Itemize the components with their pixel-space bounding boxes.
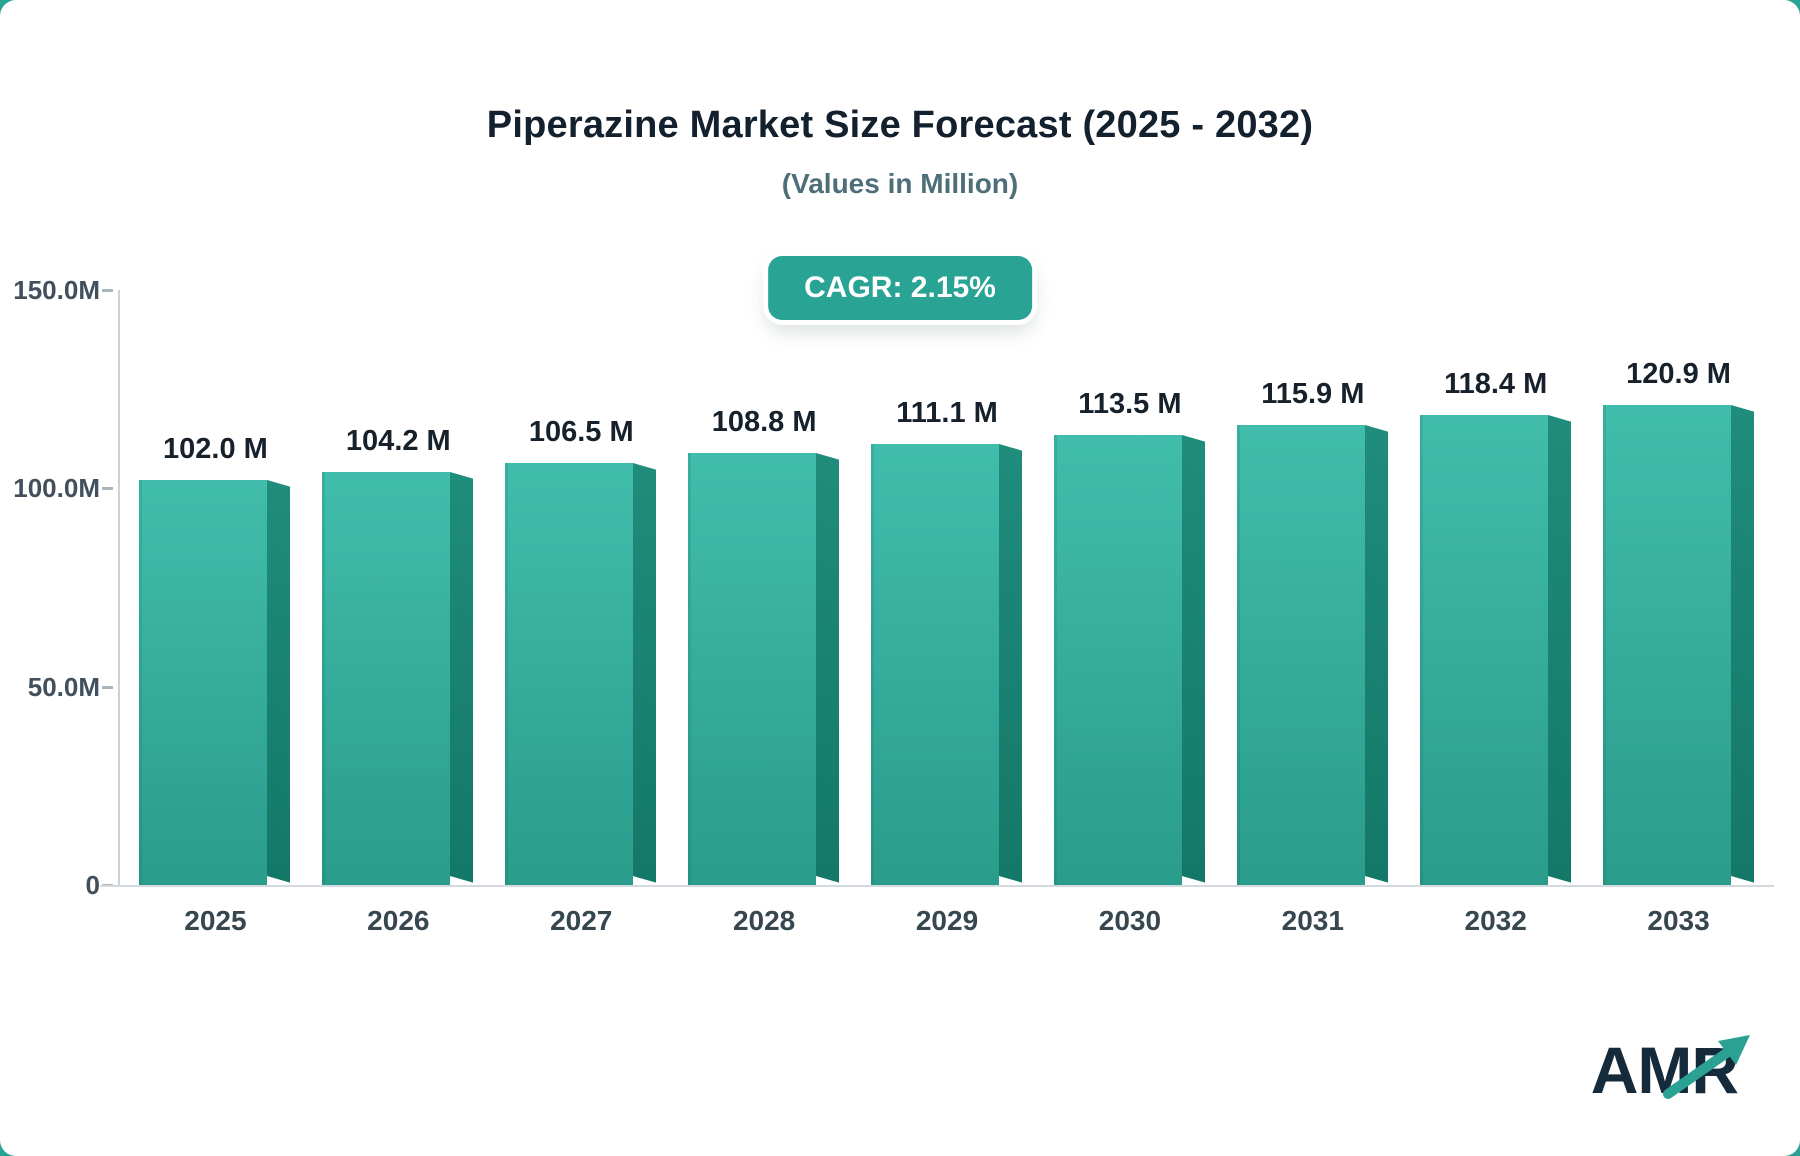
- bar: [322, 472, 474, 885]
- bar-group: 108.8 M 2028: [673, 290, 856, 936]
- bar-front-face: [1419, 415, 1548, 885]
- cagr-badge: CAGR: 2.15%: [768, 256, 1032, 320]
- bar-side-face: [633, 463, 657, 883]
- bar-side-face: [1181, 435, 1205, 883]
- bar-value-label: 108.8 M: [711, 406, 817, 438]
- bar: [1602, 405, 1755, 885]
- y-axis-label: 0: [85, 870, 100, 900]
- bar: [1053, 435, 1206, 885]
- bar-front-face: [322, 472, 451, 885]
- bar-group: 120.9 M 2033: [1587, 290, 1770, 936]
- bar: [505, 463, 657, 885]
- x-axis-label: 2027: [550, 905, 613, 936]
- y-axis-label: 100.0M: [13, 473, 100, 504]
- bar-group: 104.2 M 2026: [307, 290, 490, 936]
- bar-front-face: [871, 444, 999, 885]
- bar: [871, 444, 1023, 885]
- bar-group: 102.0 M 2025: [124, 290, 307, 936]
- bar-group: 118.4 M 2032: [1404, 290, 1587, 936]
- x-axis-label: 2032: [1464, 905, 1527, 936]
- bar-side-face: [1547, 415, 1571, 883]
- x-axis-label: 2026: [367, 905, 430, 936]
- bar-group: 115.9 M 2031: [1221, 290, 1404, 936]
- y-axis-line: [118, 290, 120, 887]
- bar: [1419, 415, 1572, 885]
- y-axis-tick: [102, 289, 113, 292]
- page-title: Piperazine Market Size Forecast (2025 - …: [486, 104, 1314, 146]
- bar-side-face: [1364, 425, 1388, 883]
- bar: [139, 480, 291, 885]
- bar-front-face: [688, 453, 817, 885]
- bar-group: 111.1 M 2029: [856, 290, 1039, 936]
- bar-value-label: 120.9 M: [1626, 358, 1731, 390]
- y-axis-tick: [102, 685, 113, 689]
- x-axis-label: 2033: [1647, 905, 1710, 936]
- bar-value-label: 106.5 M: [528, 416, 634, 448]
- bar-front-face: [139, 480, 268, 885]
- bar-front-face: [505, 463, 634, 885]
- bar-side-face: [816, 453, 840, 883]
- bar-side-face: [999, 444, 1022, 883]
- x-axis-label: 2029: [915, 905, 979, 936]
- bar-value-label: 104.2 M: [345, 425, 451, 457]
- bar-group: 106.5 M 2027: [490, 290, 673, 936]
- brand-logo: AMR: [1591, 1032, 1750, 1108]
- bar-value-label: 115.9 M: [1261, 378, 1365, 410]
- bar-side-face: [450, 472, 474, 883]
- bar-front-face: [1602, 405, 1731, 885]
- page-subtitle: (Values in Million): [781, 168, 1019, 199]
- bar-front-face: [1236, 425, 1365, 885]
- bar: [688, 453, 840, 885]
- x-axis-label: 2031: [1281, 905, 1344, 936]
- bar-group: 113.5 M 2030: [1038, 290, 1221, 936]
- bar-side-face: [1730, 405, 1754, 883]
- bar-side-face: [267, 480, 291, 883]
- x-axis-label: 2028: [732, 905, 796, 936]
- growth-arrow-icon: [1663, 1035, 1750, 1099]
- bar-value-label: 102.0 M: [163, 433, 268, 465]
- x-axis-line: [100, 885, 1774, 887]
- bar-value-label: 113.5 M: [1078, 388, 1182, 420]
- x-axis-label: 2030: [1098, 905, 1162, 936]
- y-axis-tick: [102, 487, 113, 491]
- bar-value-label: 118.4 M: [1444, 368, 1548, 400]
- y-axis-label: 50.0M: [27, 671, 100, 702]
- y-axis-label: 150.0M: [13, 275, 100, 305]
- plot-area: 102.0 M 2025 104.2 M 2026 106.5 M 2027 108.8 M…: [124, 290, 1770, 936]
- bar: [1236, 425, 1389, 885]
- bar-front-face: [1053, 435, 1182, 885]
- x-axis-label: 2025: [184, 905, 247, 936]
- bar-value-label: 111.1 M: [896, 397, 998, 429]
